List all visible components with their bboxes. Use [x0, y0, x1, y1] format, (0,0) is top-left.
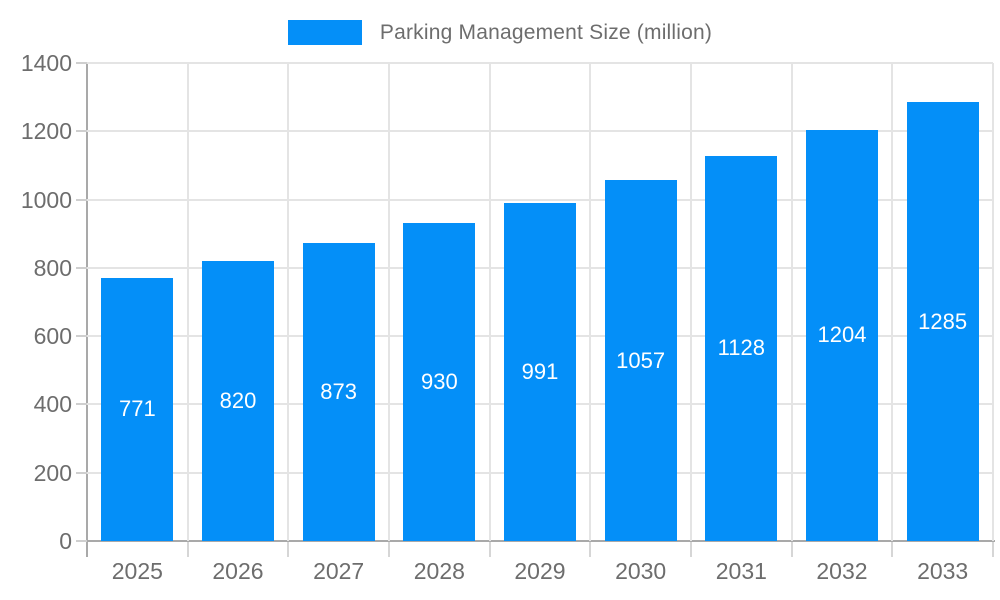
- x-axis-category-label: 2027: [313, 558, 365, 584]
- x-axis-category-label: 2030: [615, 558, 667, 584]
- x-axis-category-label: 2025: [111, 558, 163, 584]
- y-axis-tick: [76, 198, 87, 201]
- y-axis-tick-label: 800: [33, 254, 72, 281]
- bar-value-label: 1285: [918, 308, 968, 334]
- bar-value-label: 1204: [817, 322, 867, 348]
- y-axis-tick-label: 1200: [20, 118, 72, 145]
- y-axis-tick-label: 1000: [20, 186, 72, 213]
- y-axis-tick: [76, 266, 87, 269]
- x-axis-category-label: 2031: [715, 558, 767, 584]
- bar-2033[interactable]: 1285: [906, 102, 979, 541]
- gridline-vertical: [488, 63, 491, 541]
- bar-value-label: 1128: [717, 335, 765, 361]
- gridline-vertical: [690, 63, 692, 541]
- x-axis-tick: [186, 542, 189, 557]
- legend-series-label: Parking Management Size (million): [379, 20, 713, 44]
- y-axis-tick: [76, 335, 87, 338]
- gridline-horizontal: [87, 198, 993, 201]
- x-axis-tick: [388, 542, 390, 557]
- y-axis-tick: [76, 62, 87, 64]
- x-axis-tick: [488, 542, 491, 557]
- x-axis-category-label: 2033: [917, 558, 969, 584]
- bar-2031[interactable]: 1128: [705, 155, 778, 541]
- x-axis-tick: [790, 542, 793, 557]
- x-axis-tick: [690, 542, 692, 557]
- bar-2025[interactable]: 771: [101, 277, 174, 541]
- x-axis-tick: [992, 542, 994, 557]
- x-axis-tick: [287, 542, 290, 557]
- gridline-horizontal: [87, 130, 993, 133]
- gridline-vertical: [388, 63, 390, 541]
- y-axis-tick-label: 600: [33, 323, 72, 350]
- x-axis-category-label: 2026: [212, 558, 264, 584]
- x-axis-category-label: 2028: [413, 558, 465, 584]
- x-axis-tick: [891, 542, 894, 557]
- y-axis-tick-label: 400: [33, 391, 72, 418]
- gridline-vertical: [589, 63, 592, 541]
- bar-value-label: 873: [320, 378, 358, 404]
- x-axis-tick: [589, 542, 592, 557]
- bar-2028[interactable]: 930: [403, 223, 476, 541]
- y-axis-tick: [76, 540, 87, 542]
- y-axis-tick-label: 200: [33, 459, 72, 486]
- x-axis-category-label: 2029: [514, 558, 566, 584]
- plot-area: 771 820 873 930 991 1057 1128 1204 1285: [87, 62, 994, 541]
- y-axis-line: [86, 63, 88, 557]
- y-axis-tick-label: 1400: [20, 50, 72, 76]
- gridline-vertical: [790, 63, 793, 541]
- gridline-vertical: [186, 63, 189, 541]
- y-axis-tick: [76, 130, 87, 133]
- bar-value-label: 771: [118, 396, 156, 422]
- bar-2032[interactable]: 1204: [806, 129, 878, 541]
- bar-2026[interactable]: 820: [202, 261, 274, 541]
- x-axis-line: [76, 540, 995, 542]
- gridline-vertical: [287, 63, 290, 541]
- bar-2029[interactable]: 991: [504, 202, 576, 541]
- bar-value-label: 930: [420, 369, 458, 395]
- chart-legend[interactable]: Parking Management Size (million): [0, 20, 1000, 45]
- legend-color-swatch: [287, 20, 362, 45]
- gridline-vertical: [891, 63, 894, 541]
- x-axis-category-label: 2032: [816, 558, 868, 584]
- y-axis-tick: [76, 403, 87, 406]
- y-axis-tick-label: 0: [59, 528, 72, 554]
- bar-value-label: 991: [521, 358, 559, 384]
- bar-value-label: 1057: [616, 347, 666, 373]
- y-axis-tick: [76, 471, 87, 474]
- gridline-vertical: [992, 63, 994, 541]
- bar-2027[interactable]: 873: [302, 242, 375, 541]
- bar-value-label: 820: [219, 388, 257, 414]
- gridline-horizontal: [87, 62, 993, 64]
- bar-2030[interactable]: 1057: [604, 180, 677, 541]
